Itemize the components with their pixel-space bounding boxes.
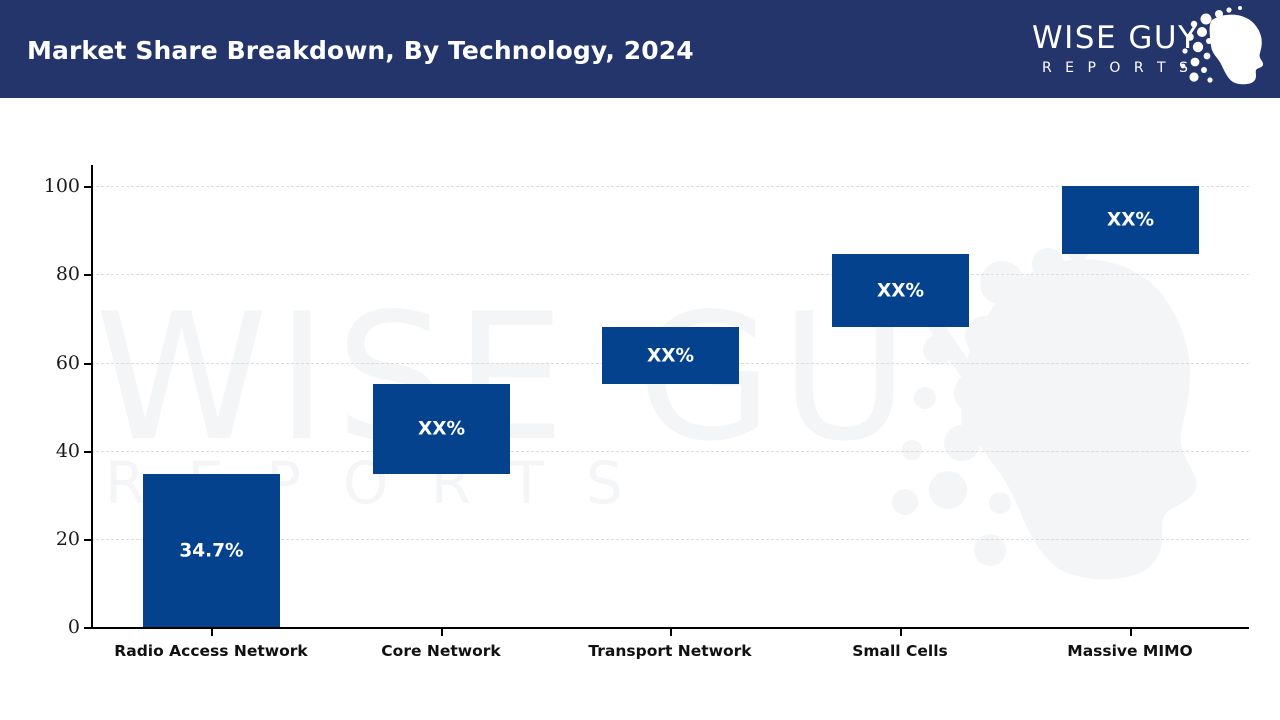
x-tick-mark-5: [1130, 628, 1132, 636]
x-axis-line: [91, 627, 1249, 629]
y-tick-label-100: 100: [43, 175, 80, 197]
bar-value-label: XX%: [417, 418, 466, 440]
gridline-80: [91, 274, 1249, 275]
y-tick-label-60: 60: [55, 352, 80, 374]
x-tick-mark-4: [900, 628, 902, 636]
y-tick-label-80: 80: [55, 263, 80, 285]
chart-container: WISE GUY REPORTS: [0, 98, 1280, 720]
y-tick-mark-20: [84, 539, 92, 541]
y-tick-mark-0: [84, 627, 92, 629]
y-tick-mark-80: [84, 274, 92, 276]
gridline-40: [91, 451, 1249, 452]
x-tick-mark-1: [211, 628, 213, 636]
bar-value-label: 34.7%: [179, 540, 244, 561]
y-tick-mark-40: [84, 451, 92, 453]
page-title: Market Share Breakdown, By Technology, 2…: [27, 36, 694, 65]
bar-value-label: XX%: [1106, 209, 1155, 231]
gridline-100: [91, 186, 1249, 187]
bar-radio-access-network[interactable]: 34.7%: [143, 474, 280, 627]
y-tick-label-20: 20: [55, 528, 80, 550]
bar-value-label: XX%: [646, 345, 695, 366]
x-tick-mark-3: [670, 628, 672, 636]
y-tick-label-0: 0: [67, 616, 80, 638]
bar-transport-network[interactable]: XX%: [602, 327, 739, 384]
logo-text-line2: R E P O R T S: [1042, 60, 1192, 76]
x-tick-mark-2: [441, 628, 443, 636]
y-tick-label-40: 40: [55, 440, 80, 462]
wise-guy-reports-logo: WISE GUY R E P O R T S: [1024, 6, 1272, 92]
x-tick-label-small-cells: Small Cells: [852, 642, 948, 660]
y-tick-mark-100: [84, 186, 92, 188]
bar-value-label: XX%: [876, 280, 925, 301]
bar-core-network[interactable]: XX%: [373, 384, 510, 474]
plot-area: 100 80 60 40 20 0 34.7% XX% XX% XX% XX%: [0, 98, 1280, 720]
x-tick-label-transport-network: Transport Network: [588, 642, 752, 660]
x-tick-label-radio-access-network: Radio Access Network: [114, 642, 308, 660]
logo-text-line1: WISE GUY: [1032, 20, 1199, 56]
x-tick-label-massive-mimo: Massive MIMO: [1067, 642, 1193, 660]
bar-massive-mimo[interactable]: XX%: [1062, 186, 1199, 254]
x-tick-label-core-network: Core Network: [381, 642, 501, 660]
page-header: Market Share Breakdown, By Technology, 2…: [0, 0, 1280, 98]
gridline-20: [91, 539, 1249, 540]
y-tick-mark-60: [84, 363, 92, 365]
bar-small-cells[interactable]: XX%: [832, 254, 969, 327]
y-axis-line: [91, 165, 93, 628]
logo-head-profile-icon: [1180, 6, 1264, 85]
